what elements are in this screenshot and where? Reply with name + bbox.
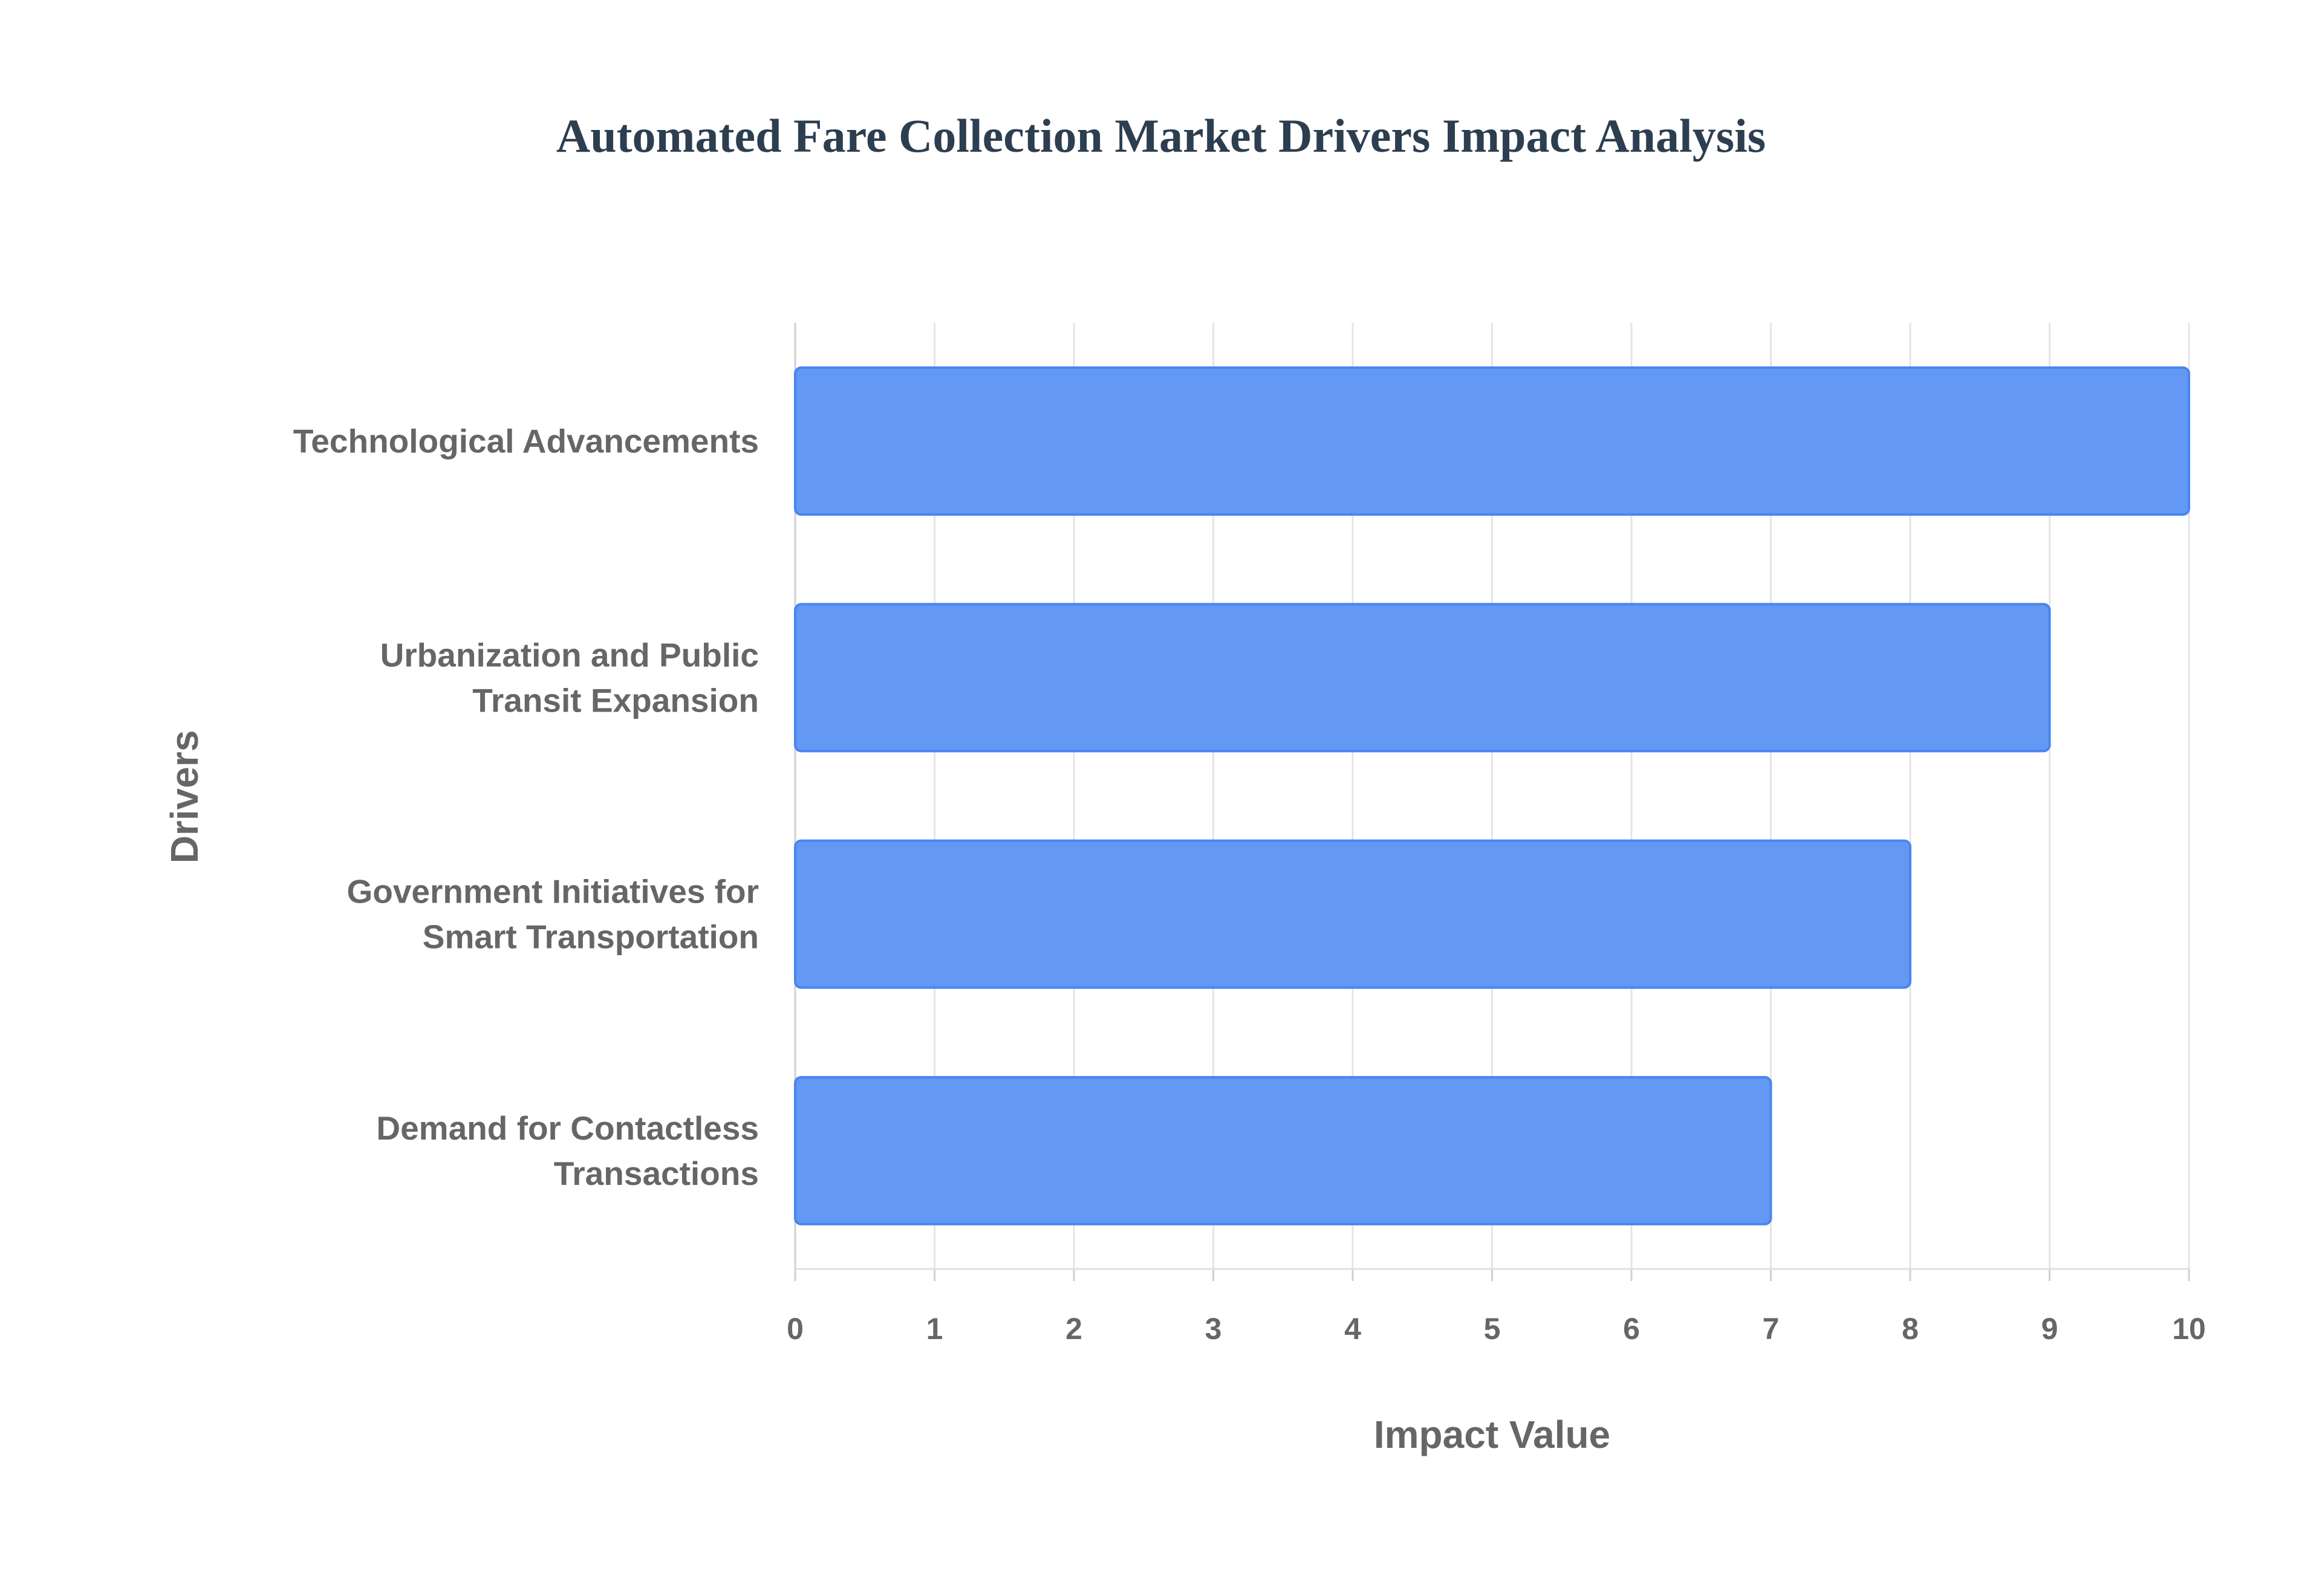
y-category-label: Transit Expansion	[472, 681, 759, 719]
x-tick-label: 4	[1344, 1312, 1361, 1346]
x-tick-label: 1	[926, 1312, 943, 1346]
bar	[794, 839, 1911, 989]
bar	[794, 1075, 1772, 1225]
x-axis-title: Impact Value	[1374, 1413, 1610, 1456]
x-tick-label: 3	[1205, 1312, 1222, 1346]
x-tick-label: 0	[787, 1312, 804, 1346]
x-tick-label: 6	[1623, 1312, 1640, 1346]
y-category-label: Technological Advancements	[293, 423, 759, 460]
x-tick-label: 8	[1902, 1312, 1919, 1346]
y-category-label: Transactions	[554, 1155, 759, 1192]
x-tick-label: 10	[2172, 1312, 2206, 1346]
x-tick-label: 5	[1484, 1312, 1501, 1346]
bar	[794, 603, 2051, 753]
y-category-label: Demand for Contactless	[376, 1109, 759, 1147]
y-category-label: Government Initiatives for	[346, 873, 759, 910]
y-category-label: Smart Transportation	[423, 918, 759, 956]
x-tick-label: 2	[1065, 1312, 1082, 1346]
y-axis-title: Drivers	[163, 730, 206, 864]
y-category-label: Urbanization and Public	[380, 636, 759, 673]
x-tick-label: 7	[1763, 1312, 1780, 1346]
x-tick-label: 9	[2041, 1312, 2058, 1346]
chart-title: Automated Fare Collection Market Drivers…	[556, 109, 1766, 162]
bar	[794, 366, 2190, 516]
